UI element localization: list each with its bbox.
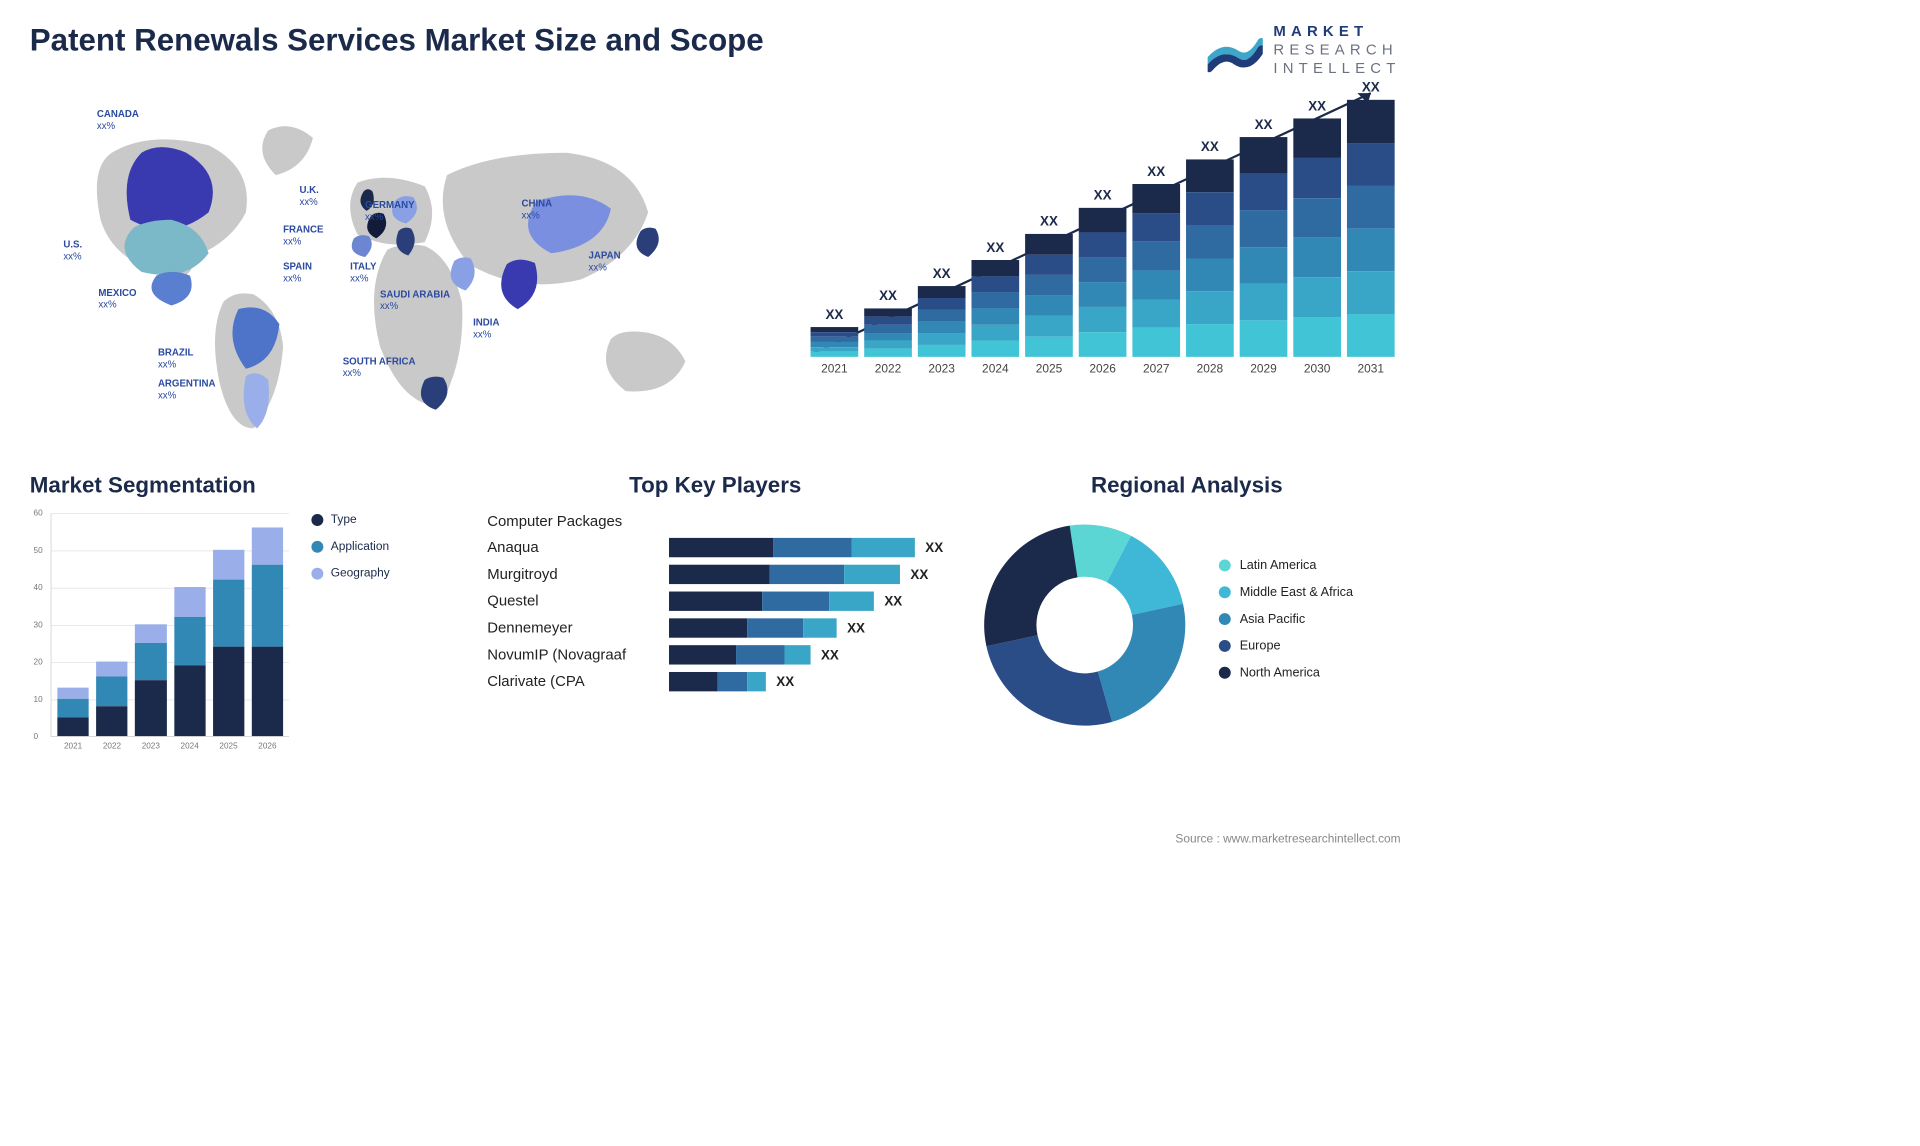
map-label: JAPANxx% [589,250,621,273]
growth-bar: XX2025 [1025,214,1073,376]
map-label: ARGENTINAxx% [158,378,216,401]
legend-item: Latin America [1219,558,1353,573]
growth-bar: XX2029 [1240,117,1288,376]
map-label: SPAINxx% [283,261,312,284]
map-label: INDIAxx% [473,317,499,340]
growth-bar: XX2021 [811,307,859,376]
growth-bar: XX2028 [1186,139,1234,376]
logo-line3: INTELLECT [1273,60,1400,79]
growth-bar: XX2030 [1293,98,1341,376]
world-map: CANADAxx% U.S.xx% MEXICOxx% BRAZILxx% ARGENT… [30,101,760,444]
key-player-row: MurgitroydXX [487,565,943,584]
map-label: U.K.xx% [299,184,318,207]
legend-item: North America [1219,665,1353,680]
regional-section: Regional Analysis Latin America Middle Ea… [973,473,1401,786]
legend-item: Application [311,540,389,553]
map-label: MEXICOxx% [98,287,136,310]
legend-item: Middle East & Africa [1219,585,1353,600]
key-player-row: DennemeyerXX [487,618,943,637]
key-players-title: Top Key Players [487,473,943,498]
key-player-row: Clarivate (CPAXX [487,672,943,691]
map-label: GERMANYxx% [365,199,415,222]
source-attribution: Source : www.marketresearchintellect.com [1175,833,1400,846]
logo-mark-icon [1208,28,1263,73]
key-players-section: Top Key Players Computer Packages AnaquaX… [487,473,943,786]
regional-title: Regional Analysis [973,473,1401,498]
map-label: CANADAxx% [97,108,139,131]
key-player-row: QuestelXX [487,592,943,611]
growth-bar: XX2022 [864,288,912,376]
brand-logo: MARKET RESEARCH INTELLECT [1208,22,1401,78]
growth-bar: XX2023 [918,266,966,376]
segmentation-bar: 2025 [213,550,244,736]
page-title: Patent Renewals Services Market Size and… [30,22,764,58]
growth-bar: XX2026 [1079,188,1127,376]
logo-line2: RESEARCH [1273,41,1400,60]
map-label: SAUDI ARABIAxx% [380,288,450,311]
segmentation-legend: Type Application Geography [311,513,389,737]
legend-item: Europe [1219,638,1353,653]
segmentation-bar: 2026 [252,527,283,736]
key-player-row: AnaquaXX [487,538,943,557]
map-label: ITALYxx% [350,261,376,284]
regional-legend: Latin America Middle East & Africa Asia Pa… [1219,558,1353,692]
segmentation-bar-chart: 0102030405060202120222023202420252026 [51,513,289,737]
growth-bar: XX2027 [1132,164,1180,376]
legend-item: Asia Pacific [1219,612,1353,627]
growth-bar-chart: XX2021XX2022XX2023XX2024XX2025XX2026XX20… [805,101,1401,444]
market-segmentation-section: Market Segmentation 01020304050602021202… [30,473,458,786]
growth-bar: XX2024 [971,240,1019,376]
map-label: FRANCExx% [283,224,323,247]
segmentation-bar: 2024 [174,587,205,736]
regional-donut-chart [973,513,1197,737]
key-player-row: Computer Packages [487,513,943,530]
map-label: SOUTH AFRICAxx% [343,355,416,378]
map-label: BRAZILxx% [158,346,194,369]
segmentation-bar: 2023 [135,624,166,736]
map-label: U.S.xx% [63,238,82,261]
growth-bar: XX2031 [1347,80,1395,377]
legend-item: Geography [311,567,389,580]
logo-line1: MARKET [1273,22,1400,41]
key-player-row: NovumIP (NovagraafXX [487,645,943,664]
map-label: CHINAxx% [522,197,553,220]
segmentation-bar: 2021 [57,688,88,736]
segmentation-title: Market Segmentation [30,473,458,498]
key-players-chart: Computer Packages AnaquaXX MurgitroydXX Que… [487,513,943,691]
segmentation-bar: 2022 [96,662,127,737]
legend-item: Type [311,513,389,526]
